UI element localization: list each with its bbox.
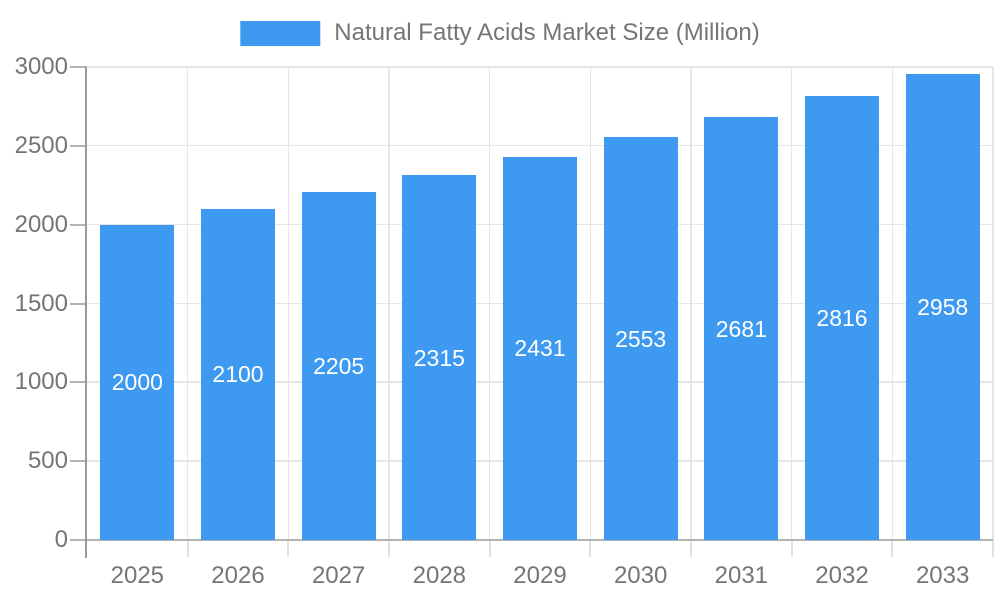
x-axis-tick bbox=[589, 540, 592, 557]
x-axis-label: 2026 bbox=[211, 562, 265, 589]
x-axis-label: 2029 bbox=[513, 562, 567, 589]
x-axis-label: 2028 bbox=[412, 562, 467, 589]
legend-swatch bbox=[240, 20, 321, 46]
bar[interactable] bbox=[100, 224, 175, 540]
gridline-vertical bbox=[488, 67, 491, 540]
y-axis-tick bbox=[70, 381, 87, 384]
bar-value-label: 2681 bbox=[715, 315, 767, 342]
y-axis-label: 3000 bbox=[14, 53, 68, 80]
y-axis-tick bbox=[70, 460, 87, 463]
bar[interactable] bbox=[905, 73, 980, 540]
y-axis-label: 1000 bbox=[14, 368, 68, 396]
y-axis-label: 2000 bbox=[14, 210, 68, 238]
y-axis-label: 1500 bbox=[14, 289, 68, 317]
legend-label: Natural Fatty Acids Market Size (Million… bbox=[334, 19, 760, 46]
bar-value-label: 2816 bbox=[816, 305, 868, 331]
bar-value-label: 2958 bbox=[917, 293, 969, 320]
gridline-vertical bbox=[891, 67, 894, 540]
gridline-vertical bbox=[992, 67, 994, 540]
bar[interactable] bbox=[301, 192, 376, 540]
x-axis-label: 2033 bbox=[915, 562, 970, 589]
bar-value-label: 2205 bbox=[313, 353, 365, 380]
x-axis-label: 2031 bbox=[714, 562, 769, 589]
legend: Natural Fatty Acids Market Size (Million… bbox=[240, 19, 760, 47]
x-axis-tick bbox=[287, 540, 290, 557]
x-axis-tick bbox=[388, 540, 390, 557]
y-axis-label: 2500 bbox=[14, 131, 68, 159]
x-axis-tick bbox=[790, 540, 793, 557]
y-axis-tick bbox=[70, 144, 87, 147]
x-axis-tick bbox=[891, 540, 894, 557]
x-axis-label: 2032 bbox=[815, 562, 869, 589]
gridline-vertical bbox=[790, 67, 793, 540]
y-axis-tick bbox=[70, 223, 87, 226]
y-axis-label: 0 bbox=[54, 526, 68, 553]
gridline-vertical bbox=[388, 67, 390, 540]
x-axis-label: 2030 bbox=[613, 562, 668, 589]
y-axis-tick bbox=[70, 539, 87, 541]
y-axis-line bbox=[85, 67, 87, 558]
bar[interactable] bbox=[704, 117, 779, 540]
bar-value-label: 2315 bbox=[413, 344, 465, 371]
bar-value-label: 2100 bbox=[212, 361, 264, 388]
x-axis-line bbox=[87, 539, 993, 541]
gridline-horizontal bbox=[87, 66, 993, 68]
x-axis-tick bbox=[992, 540, 994, 557]
gridline-vertical bbox=[186, 67, 189, 540]
bar[interactable] bbox=[503, 156, 577, 540]
bar[interactable] bbox=[805, 96, 879, 540]
legend-item[interactable]: Natural Fatty Acids Market Size (Million… bbox=[240, 19, 760, 47]
y-axis-tick bbox=[70, 302, 87, 305]
bar[interactable] bbox=[603, 137, 678, 540]
bar[interactable] bbox=[402, 175, 477, 540]
x-axis-label: 2025 bbox=[110, 562, 165, 589]
gridline-vertical bbox=[287, 67, 290, 540]
bar-value-label: 2431 bbox=[514, 335, 566, 362]
x-axis-tick bbox=[488, 540, 491, 557]
gridline-horizontal bbox=[87, 144, 993, 147]
x-axis-tick bbox=[186, 540, 189, 557]
x-axis-label: 2027 bbox=[311, 562, 366, 589]
y-axis-tick bbox=[70, 66, 87, 68]
gridline-vertical bbox=[589, 67, 592, 540]
y-axis-label: 500 bbox=[27, 447, 68, 475]
x-axis-tick bbox=[690, 540, 692, 557]
gridline-vertical bbox=[690, 67, 692, 540]
bar[interactable] bbox=[201, 208, 275, 540]
bar-value-label: 2000 bbox=[111, 369, 163, 396]
bar-value-label: 2553 bbox=[615, 325, 667, 352]
